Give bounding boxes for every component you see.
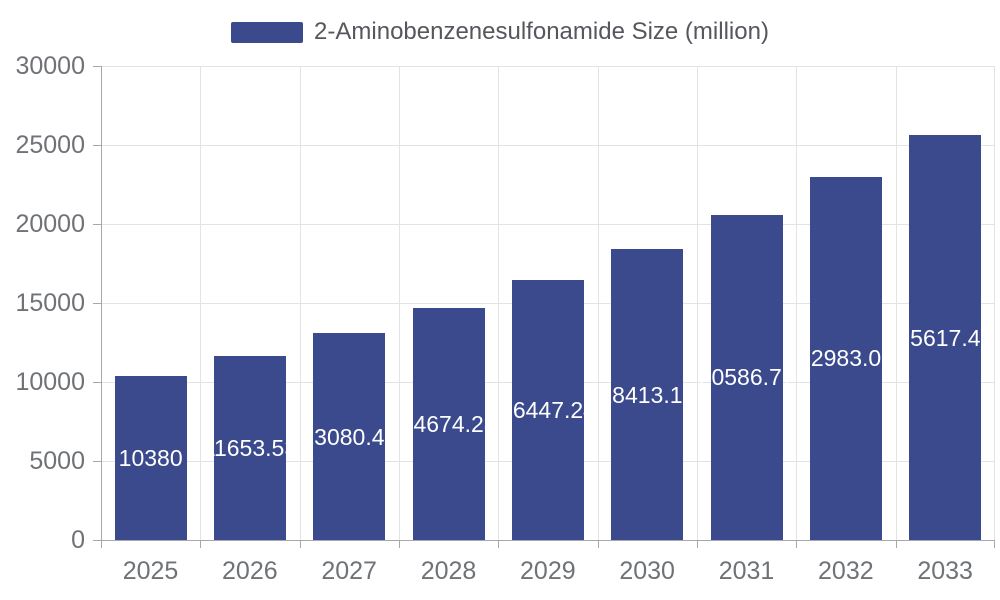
bar-2030[interactable] <box>611 249 684 540</box>
x-axis-tick <box>597 540 599 548</box>
grid-line-horizontal <box>101 224 995 225</box>
y-axis-tick <box>93 224 101 225</box>
bar-2029[interactable] <box>512 280 584 540</box>
y-axis-tick-label: 15000 <box>15 289 85 317</box>
x-axis-tick <box>498 540 500 548</box>
grid-line-vertical <box>299 66 301 540</box>
grid-line-horizontal <box>101 145 995 146</box>
x-axis-tick <box>299 540 301 548</box>
y-axis-tick <box>93 540 101 541</box>
bar-2026[interactable] <box>214 355 286 540</box>
x-axis-label-2026: 2026 <box>222 557 278 585</box>
y-axis-line <box>101 66 102 540</box>
y-axis-tick <box>93 145 101 146</box>
x-axis-label-2029: 2029 <box>520 557 576 585</box>
x-axis-label-2028: 2028 <box>420 557 477 585</box>
x-axis-tick <box>399 540 400 548</box>
y-axis-tick-label: 25000 <box>15 131 85 159</box>
x-axis-label-2033: 2033 <box>917 557 973 585</box>
grid-line-vertical <box>498 66 500 540</box>
bar-2028[interactable] <box>412 308 485 540</box>
bar-2025[interactable] <box>114 375 187 540</box>
x-axis-line <box>101 540 995 541</box>
y-axis-tick-label: 5000 <box>29 447 85 475</box>
legend-item[interactable]: 2-Aminobenzenesulfonamide Size (million) <box>0 20 1000 44</box>
grid-line-horizontal <box>101 66 995 67</box>
grid-line-vertical <box>200 66 202 540</box>
grid-line-vertical <box>994 66 995 540</box>
x-axis-tick <box>101 540 102 548</box>
y-axis-tick-label: 0 <box>71 526 85 554</box>
y-axis-tick <box>93 303 101 304</box>
y-axis-tick <box>93 66 101 67</box>
x-axis-label-2027: 2027 <box>321 557 377 585</box>
y-axis-tick <box>93 461 101 462</box>
grid-line-vertical <box>895 66 897 540</box>
x-axis-label-2032: 2032 <box>818 557 874 585</box>
grid-line-vertical <box>597 66 599 540</box>
grid-line-vertical <box>697 66 698 540</box>
y-axis-tick-label: 10000 <box>15 368 85 396</box>
plot-area: 0 5000 10000 15000 20000 25000 30000 10380 2025 1… <box>15 52 995 585</box>
y-axis-tick-label: 30000 <box>15 52 85 80</box>
y-axis-tick-label: 20000 <box>15 210 85 238</box>
bar-2032[interactable] <box>810 176 882 540</box>
x-axis-label-2030: 2030 <box>619 557 675 585</box>
x-axis-label-2025: 2025 <box>122 557 179 585</box>
x-axis-tick <box>994 540 995 548</box>
x-axis-tick <box>697 540 698 548</box>
grid-line-vertical <box>796 66 798 540</box>
bar-2033[interactable] <box>909 135 982 540</box>
y-axis-tick <box>93 382 101 383</box>
bar-2027[interactable] <box>313 333 386 540</box>
legend-swatch <box>231 21 304 43</box>
bar-2031[interactable] <box>710 214 783 540</box>
legend-label: 2-Aminobenzenesulfonamide Size (million) <box>314 18 769 45</box>
x-axis-tick <box>796 540 798 548</box>
x-axis-label-2031: 2031 <box>718 557 775 585</box>
x-axis-tick <box>200 540 202 548</box>
grid-line-vertical <box>399 66 400 540</box>
x-axis-tick <box>895 540 897 548</box>
